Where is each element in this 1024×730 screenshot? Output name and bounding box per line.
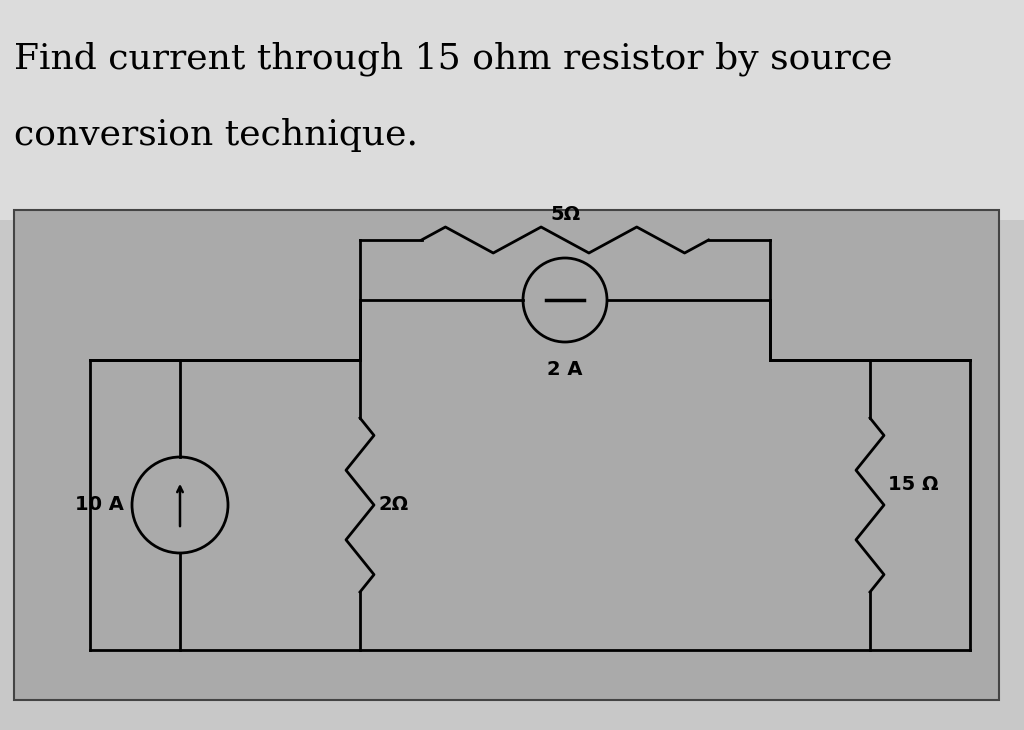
Text: 2Ω: 2Ω [378,496,409,515]
Text: 2 A: 2 A [547,360,583,379]
Bar [0,0,1024,220]
Bar [14,210,999,700]
Text: 10 A: 10 A [75,496,124,515]
Text: conversion technique.: conversion technique. [14,118,418,152]
Text: 5Ω: 5Ω [550,205,580,224]
Text: 15 Ω: 15 Ω [888,475,939,494]
Text: Find current through 15 ohm resistor by source: Find current through 15 ohm resistor by … [14,42,893,77]
